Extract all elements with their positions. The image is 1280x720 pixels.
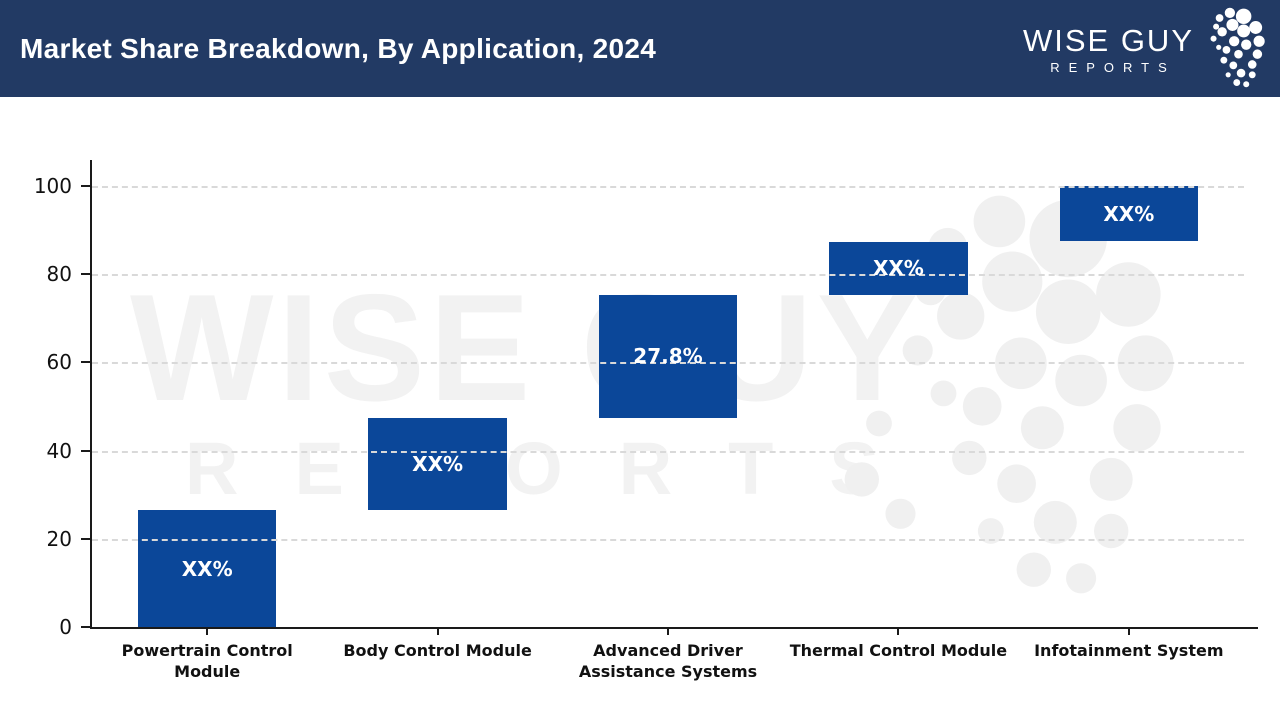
y-tick-mark bbox=[81, 361, 90, 364]
plot-area: 0 20 40 60 80 100 XX% Powertrain Control Module… bbox=[34, 160, 1258, 681]
y-tick-mark bbox=[81, 626, 90, 628]
chart-canvas: WISE GUY REPORTS 0 20 40 60 80 100 XX% Powertra… bbox=[0, 97, 1280, 720]
x-axis-label: Powertrain Control Module bbox=[121, 641, 293, 681]
gridline bbox=[92, 186, 1244, 188]
y-tick-label: 40 bbox=[46, 438, 72, 463]
brand-subtitle: REPORTS bbox=[1050, 60, 1176, 76]
gridline bbox=[92, 538, 1244, 541]
watermark-text-1: WISE GUY bbox=[130, 263, 923, 433]
bar-value-label: XX% bbox=[181, 556, 233, 581]
dotted-head-icon bbox=[1210, 7, 1265, 88]
x-axis-line bbox=[90, 627, 1258, 629]
y-tick-mark bbox=[81, 537, 90, 540]
x-tick-mark bbox=[667, 627, 669, 635]
gridline bbox=[92, 450, 1244, 453]
brand-name: WISE GUY bbox=[1022, 22, 1194, 58]
watermark-text-2: REPORTS bbox=[185, 427, 935, 510]
bar-value-label: 27.8% bbox=[633, 344, 703, 369]
bar bbox=[829, 242, 968, 295]
y-tick-label: 20 bbox=[46, 526, 72, 551]
bar bbox=[1059, 186, 1198, 242]
gridline bbox=[92, 362, 1244, 365]
y-tick-mark bbox=[81, 449, 90, 452]
bar bbox=[138, 510, 277, 627]
page-title: Market Share Breakdown, By Application, … bbox=[20, 32, 657, 64]
bar-value-label: XX% bbox=[1103, 201, 1155, 226]
x-axis-label: Body Control Module bbox=[343, 641, 532, 660]
x-tick-mark bbox=[206, 627, 209, 635]
y-tick-label: 60 bbox=[46, 350, 72, 375]
gridline bbox=[92, 274, 1244, 277]
x-tick-mark bbox=[436, 627, 439, 635]
y-tick-label: 100 bbox=[33, 174, 72, 198]
x-tick-mark bbox=[1127, 627, 1130, 635]
x-tick-mark bbox=[897, 627, 900, 635]
bar bbox=[598, 294, 738, 418]
x-axis-label: Advanced Driver Assistance Systems bbox=[578, 641, 758, 681]
bar bbox=[368, 417, 507, 511]
y-tick-label: 80 bbox=[46, 262, 72, 287]
bar-value-label: XX% bbox=[412, 451, 464, 476]
brand-logo: WISE GUY REPORTS bbox=[1023, 6, 1266, 92]
y-axis-line bbox=[90, 160, 92, 627]
x-axis-label: Infotainment System bbox=[1034, 641, 1224, 660]
y-tick-mark bbox=[81, 185, 90, 187]
y-tick-label: 0 bbox=[59, 615, 72, 639]
bar-value-label: XX% bbox=[872, 256, 924, 281]
header-bar: Market Share Breakdown, By Application, … bbox=[0, 0, 1280, 97]
brand-logo-text: WISE GUY REPORTS bbox=[1023, 23, 1194, 76]
y-tick-mark bbox=[81, 273, 90, 276]
x-axis-label: Thermal Control Module bbox=[789, 641, 1008, 660]
